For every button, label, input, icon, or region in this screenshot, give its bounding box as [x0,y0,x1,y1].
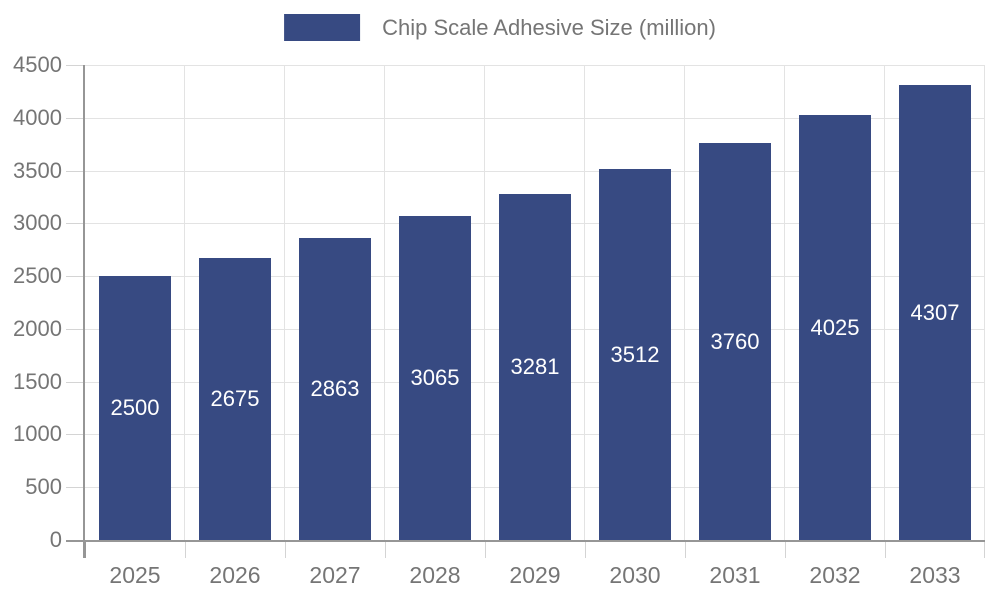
bar[interactable] [399,216,471,540]
y-axis-label: 1000 [13,421,62,447]
bar[interactable] [199,257,271,540]
bar[interactable] [499,193,571,540]
x-axis-label: 2026 [209,562,261,588]
x-gridline [884,65,885,540]
x-axis-label: 2028 [409,562,461,588]
y-axis-label: 4500 [13,52,62,77]
bar[interactable] [699,143,771,540]
x-gridline [684,65,685,540]
y-axis-label: 4000 [13,104,62,130]
y-axis-tick [66,170,85,172]
legend-label: Chip Scale Adhesive Size (million) [382,14,716,40]
bar[interactable] [799,115,871,540]
y-axis-label: 2000 [13,315,62,341]
y-gridline [85,65,985,66]
y-axis-label: 0 [49,527,62,552]
y-axis-label: 500 [25,474,62,500]
x-axis-tick [485,540,486,558]
x-axis-tick [285,540,286,558]
legend[interactable]: Chip Scale Adhesive Size (million) [284,14,716,41]
x-axis-tick [585,540,586,558]
plot-area: 2500 2675 2863 3065 3281 3512 3760 4025 4307 [85,65,985,540]
x-axis-label: 2030 [609,562,661,588]
x-axis-tick [685,540,686,558]
bar[interactable] [599,169,671,540]
x-gridline [284,65,285,540]
x-gridline [184,65,185,540]
y-axis-tick [66,117,85,119]
x-axis-line [66,540,985,542]
x-axis-tick [885,540,886,558]
legend-swatch [284,14,361,41]
x-axis-tick [785,540,786,558]
y-axis-label: 2500 [13,263,62,289]
x-axis-tick [984,540,985,558]
y-axis-tick [66,328,85,330]
y-axis-tick [66,434,85,436]
x-axis-tick [185,540,186,558]
x-gridline [984,65,985,540]
y-axis-label: 3500 [13,157,62,183]
y-axis-tick [66,223,85,225]
x-axis-label: 2032 [809,562,861,588]
y-axis-label: 3000 [13,210,62,236]
x-gridline [584,65,585,540]
x-axis-tick [85,540,86,558]
x-gridline [784,65,785,540]
y-axis-label: 1500 [13,368,62,394]
x-axis-label: 2025 [109,562,161,588]
y-axis-line [83,65,85,558]
y-gridline [85,170,985,172]
bar[interactable] [899,85,971,540]
y-axis-tick [66,381,85,383]
x-gridline [384,65,385,540]
bar[interactable] [99,276,171,540]
bar[interactable] [299,237,371,540]
y-axis-tick [66,276,85,278]
x-gridline [484,65,485,540]
x-axis-tick [385,540,386,558]
y-axis-tick [66,65,85,66]
x-axis-label: 2033 [909,562,961,588]
x-axis-label: 2029 [509,562,561,588]
x-axis-label: 2027 [309,562,361,588]
x-axis-label: 2031 [709,562,761,588]
y-axis-tick [66,487,85,489]
y-gridline [85,117,985,119]
